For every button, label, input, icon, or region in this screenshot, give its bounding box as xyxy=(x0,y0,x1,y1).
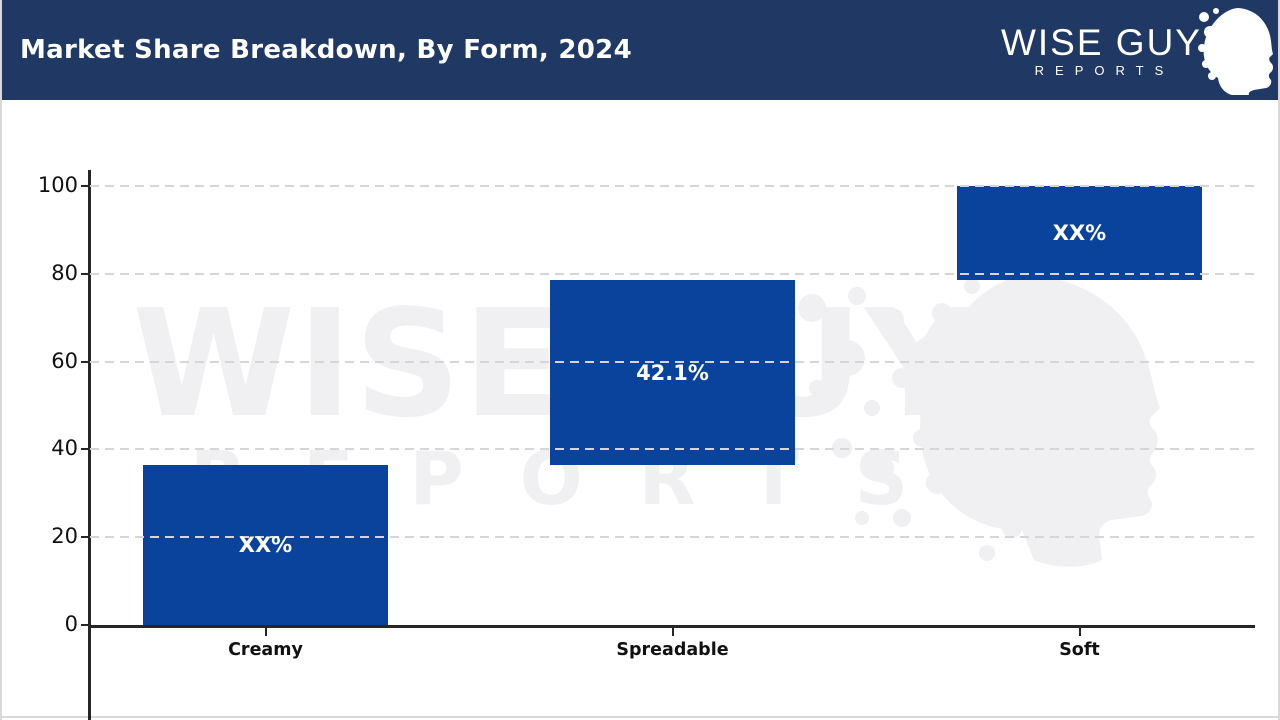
gridline-80 xyxy=(90,272,1255,275)
y-tick xyxy=(81,448,90,451)
y-tick xyxy=(81,185,90,187)
x-tick xyxy=(1078,628,1081,636)
y-tick xyxy=(81,360,90,363)
wiseguy-logo: WISE GUY REPORTS xyxy=(1001,0,1274,100)
header-bar: Market Share Breakdown, By Form, 2024 WI… xyxy=(2,0,1278,100)
logo-subtext: REPORTS xyxy=(1034,62,1175,78)
gridline-100 xyxy=(90,185,1255,187)
bar-value-label: XX% xyxy=(238,533,293,558)
plot-canvas: WISE GUY REPORTS XX% Creamy 42.1% Spreadabl… xyxy=(2,100,1278,720)
y-axis-label-100: 100 xyxy=(37,173,78,197)
bar-value-label: XX% xyxy=(1052,221,1107,246)
y-axis-label-60: 60 xyxy=(51,348,78,373)
gridline-20 xyxy=(90,536,1255,539)
x-axis-label-creamy: Creamy xyxy=(228,640,303,660)
y-axis-label-0: 0 xyxy=(64,612,78,636)
x-tick xyxy=(671,628,674,636)
bar-spreadable xyxy=(550,280,795,466)
y-axis-line xyxy=(88,170,91,720)
y-tick xyxy=(81,624,90,626)
logo-wordmark: WISE GUY xyxy=(1000,21,1202,63)
bar-creamy xyxy=(143,465,388,625)
y-axis-label-40: 40 xyxy=(51,436,78,461)
gridline-60 xyxy=(90,360,1255,363)
x-axis-label-soft: Soft xyxy=(1059,640,1100,660)
y-tick xyxy=(81,536,90,539)
y-tick xyxy=(81,272,90,275)
bar-value-label: 42.1% xyxy=(636,360,709,385)
logo-head-icon xyxy=(1198,8,1274,95)
gridline-40 xyxy=(90,448,1255,451)
y-axis-label-20: 20 xyxy=(51,524,78,549)
watermark-head-icon xyxy=(798,275,1160,567)
chart-title: Market Share Breakdown, By Form, 2024 xyxy=(20,35,632,65)
y-axis-label-80: 80 xyxy=(51,260,78,285)
x-axis-line xyxy=(88,625,1255,628)
x-axis-label-spreadable: Spreadable xyxy=(616,640,729,660)
bar-soft xyxy=(957,186,1202,281)
x-tick xyxy=(264,628,267,636)
